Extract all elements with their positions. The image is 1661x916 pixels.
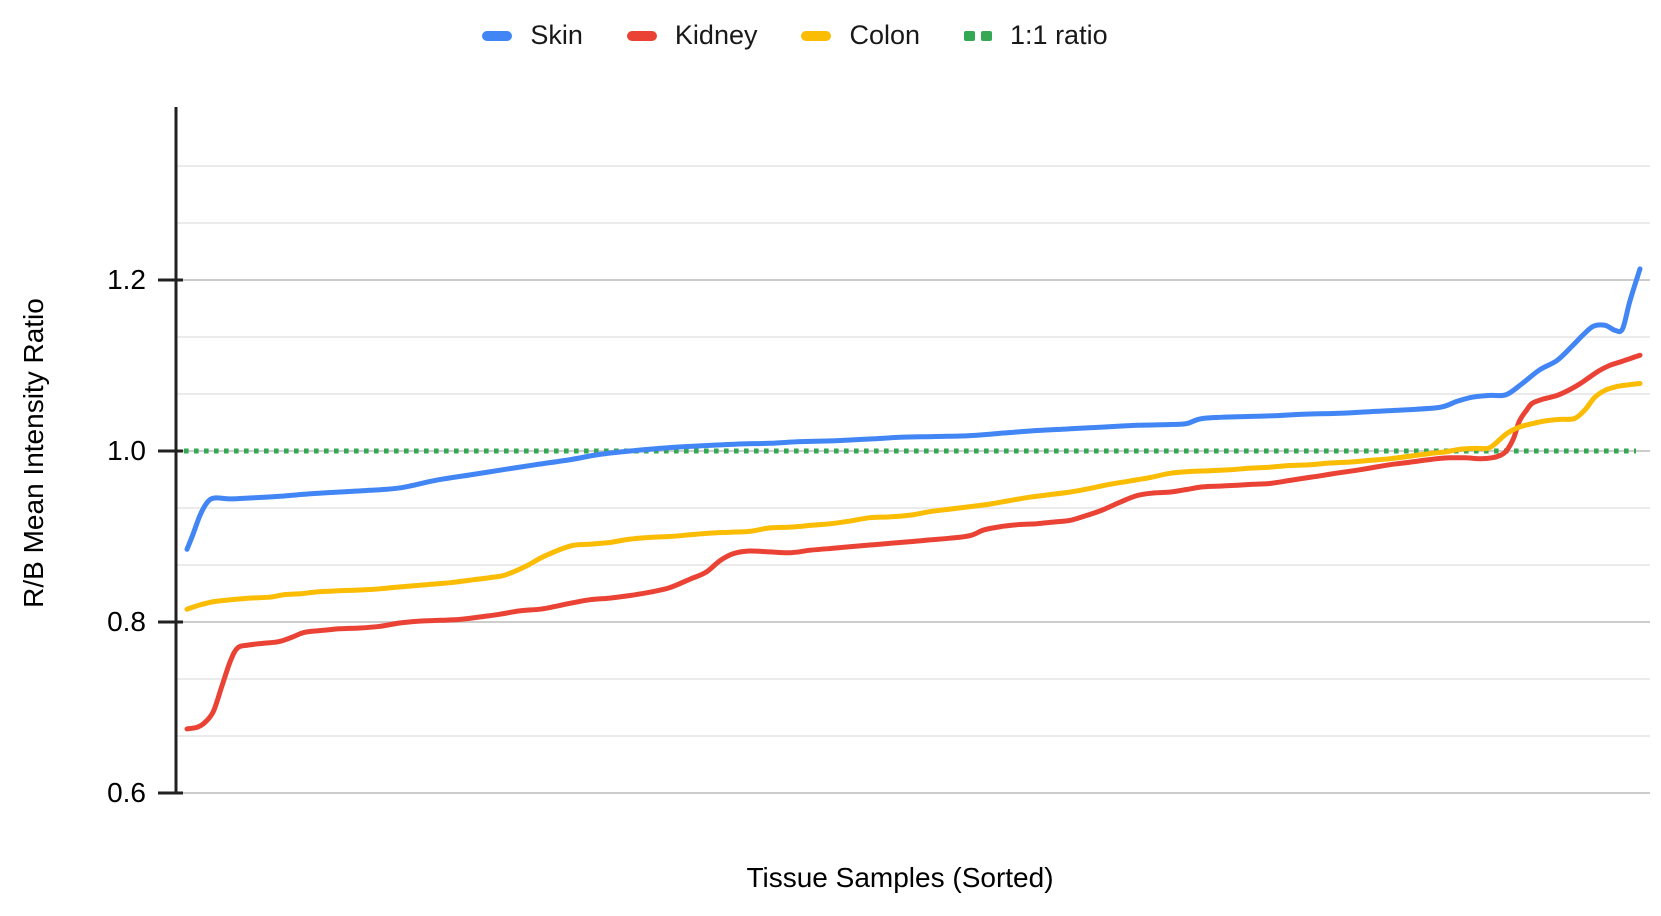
legend-label-kidney: Kidney xyxy=(674,20,758,50)
series-line-kidney xyxy=(184,352,1643,732)
legend-item-kidney: Kidney xyxy=(626,20,758,51)
y-tick-label-1-0: 1.0 xyxy=(107,435,146,466)
y-tick-label-0-6: 0.6 xyxy=(107,777,146,808)
y-tick-label-0-8: 0.8 xyxy=(107,606,146,637)
ratio-line-swatch-icon xyxy=(964,30,993,41)
legend-label-colon: Colon xyxy=(849,20,921,50)
skin-series-swatch-icon xyxy=(482,30,513,41)
colon-series-swatch-icon xyxy=(801,30,832,41)
legend-item-colon: Colon xyxy=(801,20,920,51)
kidney-series-swatch-icon xyxy=(626,30,657,41)
series-line-colon xyxy=(184,381,1643,612)
series-line-skin xyxy=(184,266,1643,552)
legend-label-ratio: 1:1 ratio xyxy=(1010,20,1108,50)
legend: Skin Kidney Colon 1:1 ratio xyxy=(0,20,1590,51)
y-axis-title: R/B Mean Intensity Ratio xyxy=(18,298,49,608)
legend-item-skin: Skin xyxy=(482,20,583,51)
y-tick-label-1-2: 1.2 xyxy=(107,264,146,295)
x-axis-title: Tissue Samples (Sorted) xyxy=(746,862,1054,893)
legend-item-ratio: 1:1 ratio xyxy=(964,20,1108,51)
legend-label-skin: Skin xyxy=(530,20,583,50)
